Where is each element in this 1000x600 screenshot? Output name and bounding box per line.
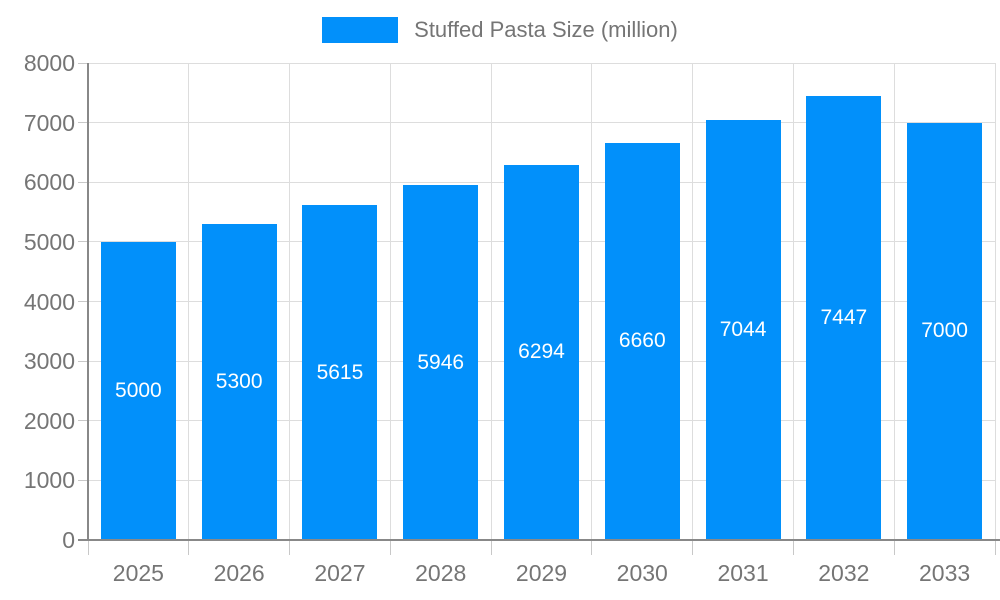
grid-line-vertical [490,63,492,540]
x-axis-tick [289,540,291,555]
bar[interactable] [302,205,378,540]
bar[interactable] [100,241,176,540]
y-axis-tick [78,360,88,362]
bar[interactable] [604,142,680,540]
x-axis-line [78,539,1000,541]
y-axis-tick [78,420,88,422]
grid-line-horizontal [88,122,995,124]
legend-label: Stuffed Pasta Size (million) [414,17,678,42]
x-axis-tick [792,540,794,555]
grid-line-horizontal [88,62,995,64]
y-axis-tick [78,181,88,183]
x-axis-tick-label: 2028 [415,560,467,586]
bar-value-label: 5946 [417,350,465,374]
legend[interactable]: Stuffed Pasta Size (million) [0,17,1000,43]
x-axis-tick [389,540,391,555]
bar[interactable] [504,164,579,540]
y-axis-tick [78,62,88,64]
legend-swatch-icon [322,17,399,43]
x-axis-tick [893,540,895,555]
grid-line-vertical [289,63,291,540]
bar-value-label: 7044 [719,318,767,341]
y-axis-tick [78,479,88,481]
grid-line-vertical [692,63,694,540]
bar[interactable] [403,185,479,540]
bar-value-label: 7447 [820,305,868,329]
x-axis-tick-label: 2025 [112,560,164,586]
y-axis-tick-label: 8000 [23,50,75,76]
grid-line-vertical [188,63,190,540]
y-axis-tick-label: 7000 [23,109,75,136]
x-axis-tick [490,540,492,555]
y-axis-tick-label: 3000 [23,348,75,375]
y-axis-tick-label: 0 [62,527,75,553]
y-axis-line [87,63,89,540]
y-axis-tick-label: 4000 [23,288,75,315]
bar[interactable] [705,120,781,540]
grid-line-vertical [389,63,391,540]
x-axis-tick-label: 2031 [717,560,769,586]
x-axis-tick [692,540,694,555]
y-axis-tick-label: 5000 [23,228,75,255]
y-axis-tick-label: 6000 [23,169,75,196]
x-axis-tick-label: 2027 [314,560,366,586]
x-axis-tick-label: 2032 [818,560,870,586]
y-axis-tick [78,301,88,302]
x-axis-tick-label: 2026 [213,560,265,586]
y-axis-tick [78,241,88,243]
bar[interactable] [907,122,983,540]
bar-value-label: 6294 [518,340,565,364]
grid-line-vertical [994,63,996,540]
grid-line-vertical [792,63,794,540]
x-axis-tick [994,540,996,555]
y-axis-tick [78,122,88,124]
bar-value-label: 7000 [921,319,968,343]
bar-value-label: 5615 [316,360,364,384]
y-axis-tick-label: 1000 [23,467,75,494]
x-axis-tick-label: 2030 [616,560,668,586]
bar[interactable] [806,95,882,540]
bar[interactable] [201,223,277,540]
grid-line-vertical [591,63,593,540]
x-axis-tick [591,540,593,555]
x-axis-tick-label: 2033 [919,560,971,586]
x-axis-tick-label: 2029 [515,560,568,586]
bar-value-label: 6660 [618,329,666,353]
x-axis-tick [188,540,190,555]
grid-line-vertical [893,63,895,540]
y-axis-tick-label: 2000 [23,407,75,434]
bar-value-label: 5300 [215,369,263,393]
x-axis-tick [87,540,89,555]
bar-value-label: 5000 [115,378,162,402]
